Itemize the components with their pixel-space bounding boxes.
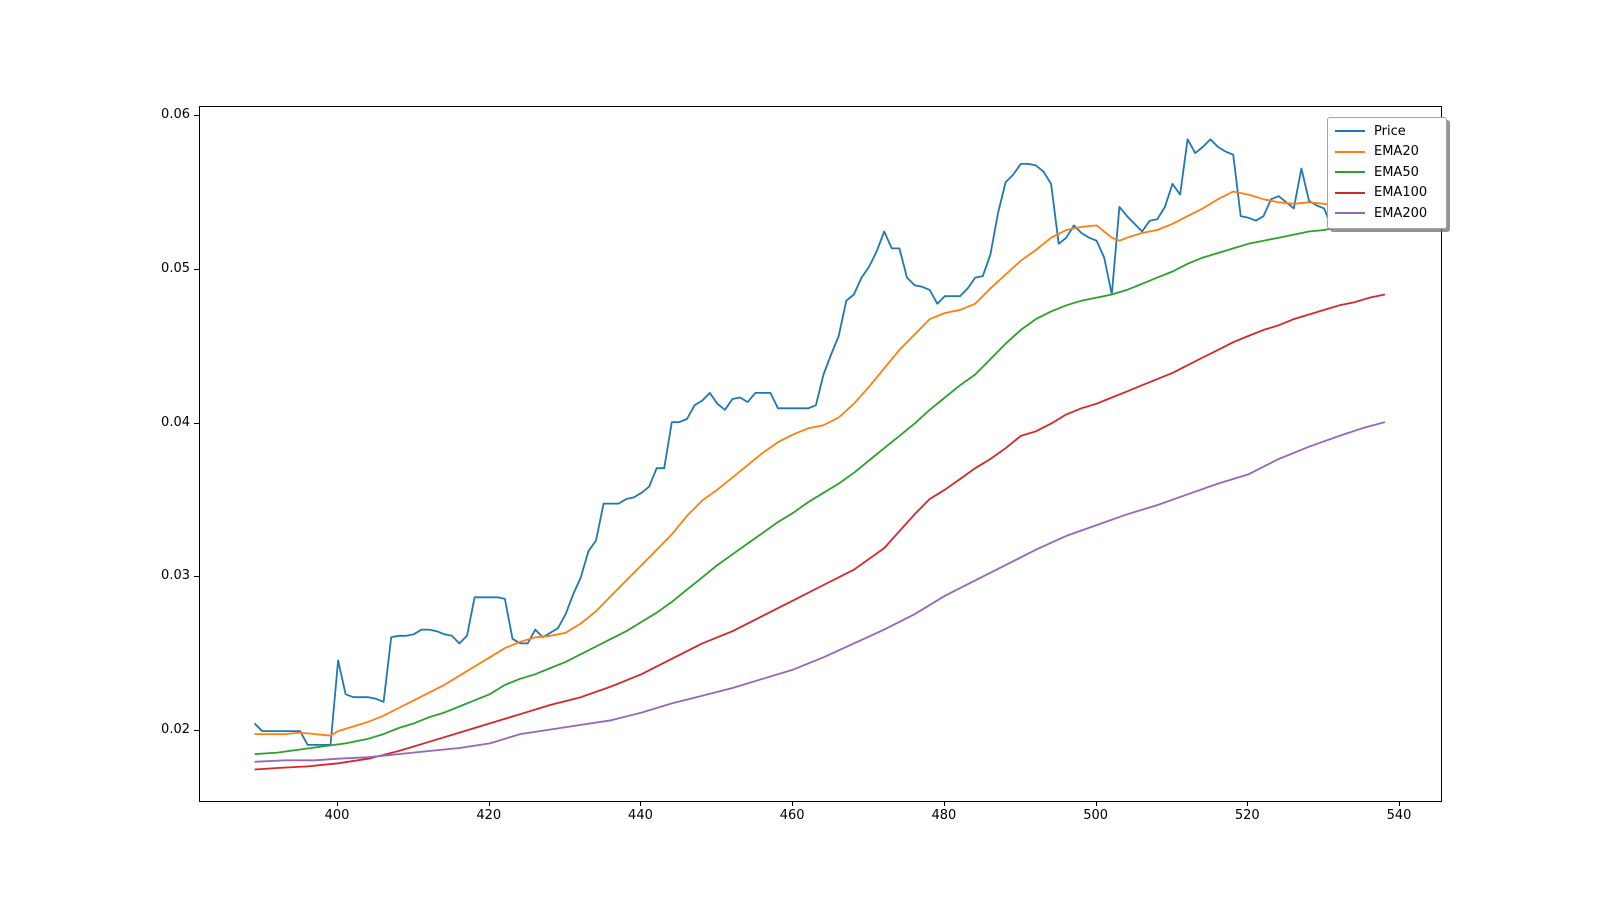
x-tick-label: 500 [1083,808,1109,823]
legend-label: EMA20 [1374,144,1419,160]
ema20-line-swatch [1335,150,1365,153]
x-tick-mark [640,801,642,806]
chart-canvas [253,138,1386,771]
x-tick-label: 460 [779,808,805,823]
y-tick-mark [194,422,199,424]
legend-label: Price [1374,123,1406,139]
x-tick-mark [943,801,945,806]
legend-entry-ema100: EMA100 [1335,183,1441,204]
y-tick-mark [194,268,199,270]
price-line-swatch [1335,130,1365,133]
price-line [253,138,1333,746]
legend-entry-ema20: EMA20 [1335,142,1441,163]
y-tick-label: 0.06 [161,107,190,123]
x-tick-mark [1247,801,1249,806]
x-tick-label: 540 [1386,808,1412,823]
ema50-line-swatch [1335,171,1365,174]
legend-entry-ema200: EMA200 [1335,203,1441,224]
y-tick-label: 0.05 [161,260,190,276]
x-tick-label: 420 [476,808,502,823]
legend-label: EMA50 [1374,164,1419,180]
x-tick-mark [1399,801,1401,806]
ema100-line [254,293,1386,771]
legend-entry-ema50: EMA50 [1335,162,1441,183]
legend-entry-price: Price [1335,121,1441,142]
x-tick-mark [1095,801,1097,806]
y-tick-mark [194,576,199,578]
plot-area [199,106,1442,802]
x-tick-label: 400 [324,808,350,823]
x-tick-mark [337,801,339,806]
x-tick-label: 520 [1234,808,1260,823]
ema50-line [254,227,1332,755]
y-tick-label: 0.04 [161,414,190,430]
ema20-line [254,190,1332,737]
x-tick-mark [488,801,490,806]
ema200-line-swatch [1335,212,1365,215]
y-tick-mark [194,115,199,117]
legend-label: EMA200 [1374,205,1428,221]
x-tick-mark [792,801,794,806]
legend: Price EMA20 EMA50 EMA100 EMA200 [1327,117,1447,229]
y-tick-label: 0.03 [161,568,190,584]
x-tick-label: 480 [931,808,957,823]
y-tick-label: 0.02 [161,722,190,738]
legend-label: EMA100 [1374,185,1428,201]
ema200-line [254,421,1386,763]
ema100-line-swatch [1335,191,1365,194]
x-tick-label: 440 [628,808,653,823]
y-tick-mark [194,730,199,732]
